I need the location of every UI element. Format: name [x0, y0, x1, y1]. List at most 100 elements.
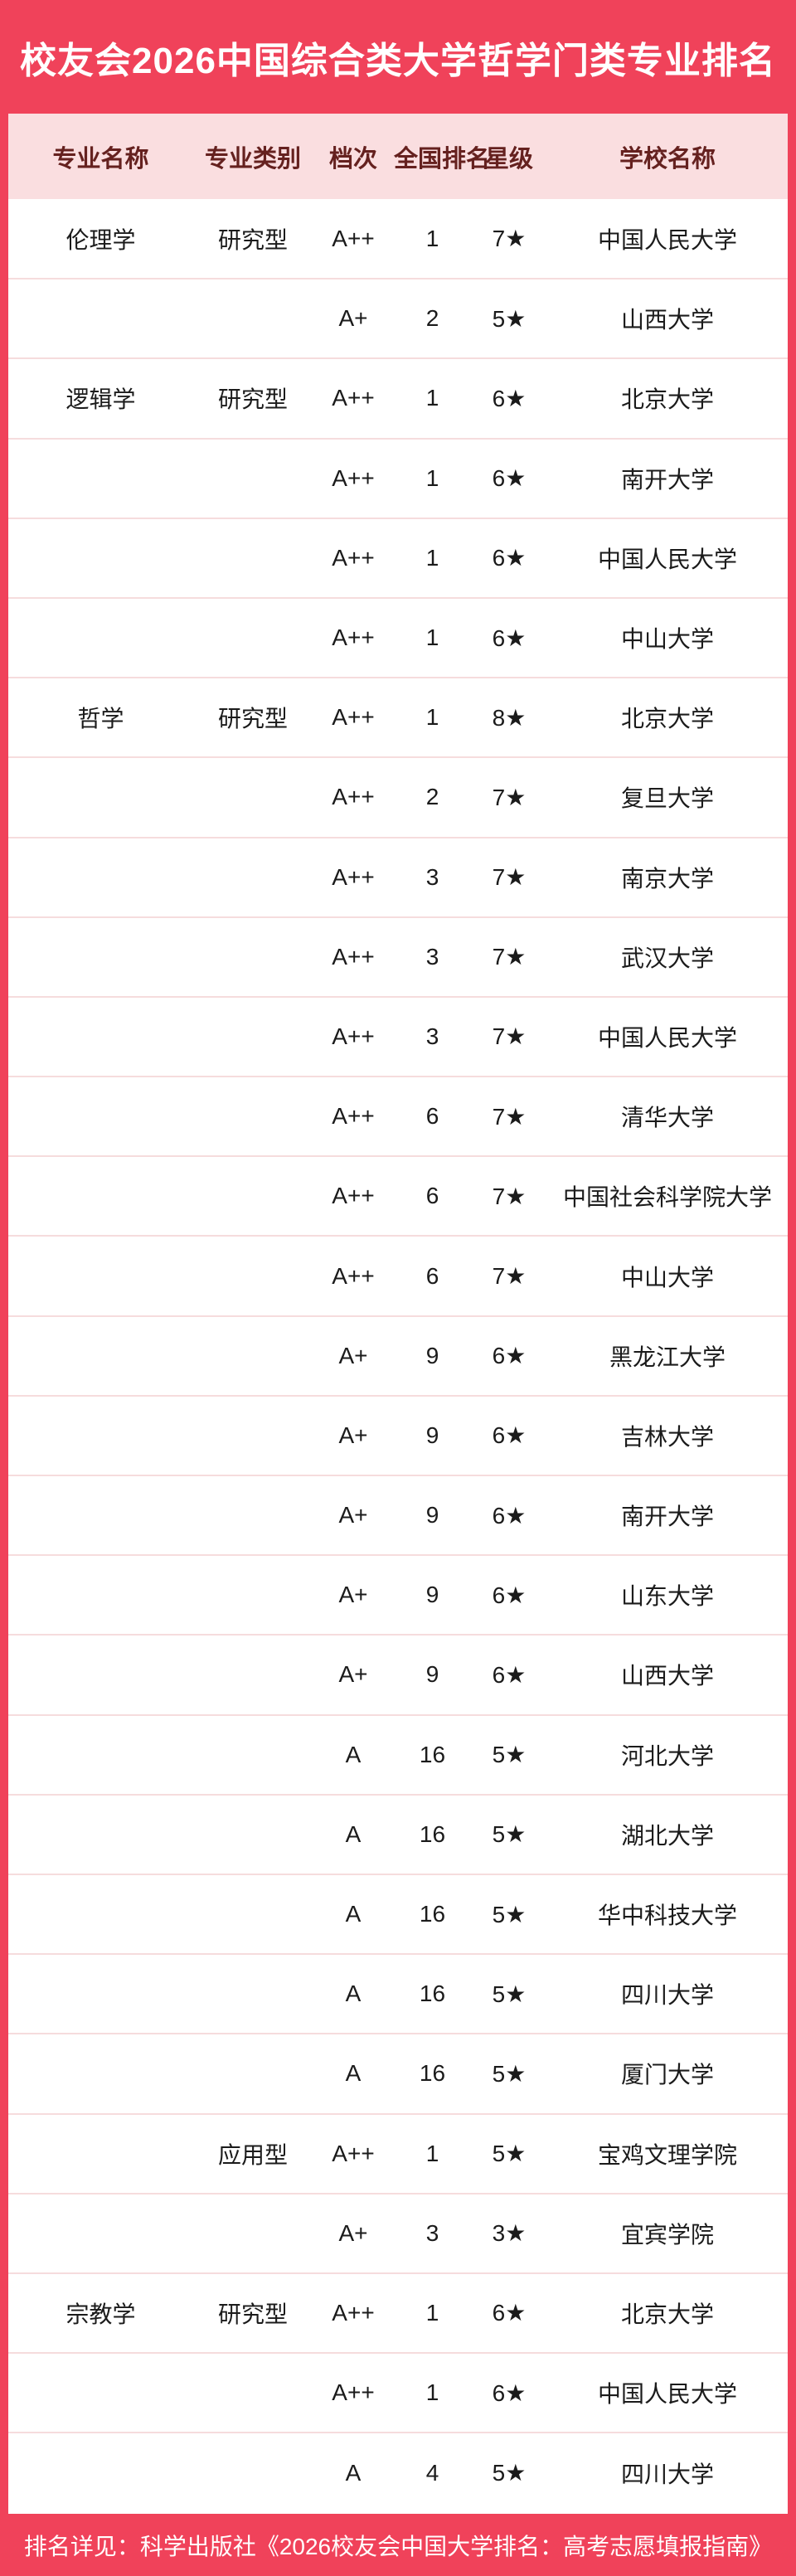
cell-major — [8, 1155, 193, 1237]
cell-national-rank: 16 — [394, 1873, 471, 1955]
cell-major — [8, 1873, 193, 1955]
col-header-national-rank: 全国排名 — [394, 145, 491, 173]
cell-school: 吉林大学 — [547, 1394, 788, 1475]
cell-grade: A++ — [313, 437, 394, 518]
cell-star-level: 7★ — [471, 1155, 547, 1237]
table-row: A+ 9 6★ 南开大学 — [8, 1474, 788, 1556]
cell-national-rank: 16 — [394, 2033, 471, 2114]
cell-school: 南开大学 — [547, 437, 788, 518]
cell-grade: A++ — [313, 836, 394, 917]
cell-major — [8, 1076, 193, 1157]
cell-star-level: 6★ — [471, 437, 547, 518]
cell-national-rank: 1 — [394, 357, 471, 439]
page-title: 校友会2026中国综合类大学哲学门类专业排名 — [20, 40, 776, 81]
cell-national-rank: 9 — [394, 1474, 471, 1556]
table-row: A++ 3 7★ 武汉大学 — [8, 916, 788, 997]
cell-major — [8, 517, 193, 598]
cell-school: 中国人民大学 — [547, 2352, 788, 2433]
cell-school: 南开大学 — [547, 1474, 788, 1556]
cell-major: 伦理学 — [66, 226, 136, 253]
cell-star-level: 5★ — [471, 1873, 547, 1955]
table-row: A++ 6 7★ 清华大学 — [8, 1076, 788, 1157]
cell-major — [8, 1634, 193, 1715]
cell-star-level: 6★ — [471, 517, 547, 598]
cell-grade: A++ — [313, 1235, 394, 1316]
cell-national-rank: 1 — [394, 2272, 471, 2354]
cell-grade: A++ — [313, 756, 394, 838]
cell-category — [193, 1554, 313, 1636]
cell-national-rank: 9 — [394, 1315, 471, 1396]
cell-national-rank: 3 — [394, 995, 471, 1077]
table-row: A++ 1 6★ 中国人民大学 — [8, 2352, 788, 2433]
cell-grade: A+ — [313, 1315, 394, 1396]
cell-category — [193, 2432, 313, 2513]
table-row: A 16 5★ 华中科技大学 — [8, 1873, 788, 1955]
cell-major — [8, 1793, 193, 1874]
cell-category — [193, 1315, 313, 1396]
cell-star-level: 6★ — [471, 1634, 547, 1715]
cell-star-level: 7★ — [471, 916, 547, 997]
cell-national-rank: 2 — [394, 756, 471, 838]
cell-category — [193, 1873, 313, 1955]
cell-category — [193, 756, 313, 838]
table-row: A++ 3 7★ 南京大学 — [8, 836, 788, 917]
cell-grade: A+ — [313, 278, 394, 359]
cell-category — [193, 1155, 313, 1237]
cell-major — [8, 916, 193, 997]
cell-star-level: 6★ — [471, 357, 547, 439]
cell-category: 研究型 — [193, 677, 313, 758]
cell-grade: A+ — [313, 1634, 394, 1715]
top-banner: 校友会2026中国综合类大学哲学门类专业排名 — [0, 0, 796, 114]
cell-national-rank: 1 — [394, 2352, 471, 2433]
cell-star-level: 5★ — [471, 2432, 547, 2513]
cell-category — [193, 995, 313, 1077]
cell-national-rank: 9 — [394, 1394, 471, 1475]
cell-category — [193, 517, 313, 598]
cell-major — [8, 1474, 193, 1556]
table-row: 逻辑学 研究型 A++ 1 6★ 北京大学 — [8, 357, 788, 439]
cell-school: 黑龙江大学 — [547, 1315, 788, 1396]
cell-national-rank: 1 — [394, 437, 471, 518]
cell-school: 厦门大学 — [547, 2033, 788, 2114]
cell-category — [193, 836, 313, 917]
table-row: 哲学 研究型 A++ 1 8★ 北京大学 — [8, 677, 788, 758]
cell-national-rank: 2 — [394, 278, 471, 359]
cell-major — [8, 756, 193, 838]
cell-major — [8, 995, 193, 1077]
cell-major — [8, 1394, 193, 1475]
table-row: A+ 3 3★ 宜宾学院 — [8, 2192, 788, 2273]
cell-major — [8, 1953, 193, 2034]
table-row: A 16 5★ 厦门大学 — [8, 2033, 788, 2114]
table-row: A++ 2 7★ 复旦大学 — [8, 756, 788, 838]
cell-category — [193, 1713, 313, 1795]
table-row: A+ 2 5★ 山西大学 — [8, 278, 788, 359]
cell-national-rank: 3 — [394, 836, 471, 917]
cell-school: 湖北大学 — [547, 1793, 788, 1874]
cell-major — [8, 836, 193, 917]
cell-grade: A — [313, 1713, 394, 1795]
cell-school: 山西大学 — [547, 278, 788, 359]
cell-star-level: 7★ — [471, 756, 547, 838]
cell-star-level: 6★ — [471, 596, 547, 678]
cell-school: 北京大学 — [547, 677, 788, 758]
cell-school: 中国人民大学 — [547, 995, 788, 1077]
cell-grade: A++ — [313, 2352, 394, 2433]
cell-category — [193, 2033, 313, 2114]
cell-school: 四川大学 — [547, 1953, 788, 2034]
cell-category — [193, 1793, 313, 1874]
col-header-category: 专业类别 — [204, 145, 301, 173]
cell-national-rank: 16 — [394, 1793, 471, 1874]
cell-grade: A++ — [313, 357, 394, 439]
cell-category — [193, 437, 313, 518]
cell-school: 宜宾学院 — [547, 2192, 788, 2273]
col-header-school: 学校名称 — [619, 145, 716, 173]
cell-school: 中山大学 — [547, 596, 788, 678]
table-header: 专业名称 专业类别 档次 全国排名 星级 学校名称 — [8, 114, 788, 199]
cell-star-level: 7★ — [471, 836, 547, 917]
cell-major: 宗教学 — [8, 2272, 193, 2354]
cell-star-level: 7★ — [471, 1235, 547, 1316]
cell-national-rank: 1 — [425, 225, 439, 251]
cell-major — [8, 278, 193, 359]
cell-school: 南京大学 — [547, 836, 788, 917]
cell-category — [193, 278, 313, 359]
